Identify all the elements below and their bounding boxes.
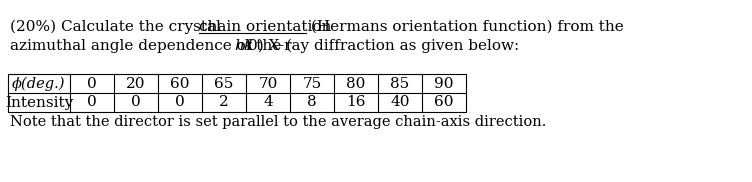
Text: hk: hk: [234, 39, 253, 53]
Text: 2: 2: [219, 96, 229, 110]
Text: 0: 0: [87, 76, 97, 90]
Text: 8: 8: [307, 96, 317, 110]
Text: 20: 20: [126, 76, 146, 90]
Text: 0: 0: [175, 96, 185, 110]
Text: 16: 16: [346, 96, 365, 110]
Text: (20%) Calculate the crystal: (20%) Calculate the crystal: [10, 20, 226, 34]
Text: 0: 0: [131, 96, 141, 110]
Text: 80: 80: [347, 76, 365, 90]
Text: 75: 75: [302, 76, 322, 90]
Text: 0: 0: [87, 96, 97, 110]
Text: Intensity: Intensity: [5, 96, 73, 110]
Text: (Hermans orientation function) from the: (Hermans orientation function) from the: [306, 20, 623, 34]
Text: 4: 4: [263, 96, 273, 110]
Bar: [8, 74, 466, 112]
Text: chain orientation: chain orientation: [199, 20, 332, 34]
Text: azimuthal angle dependence of the (: azimuthal angle dependence of the (: [10, 39, 292, 53]
Text: 70: 70: [259, 76, 277, 90]
Text: ϕ(deg.): ϕ(deg.): [12, 76, 65, 91]
Text: 60: 60: [170, 76, 190, 90]
Text: 60: 60: [434, 96, 453, 110]
Text: Note that the director is set parallel to the average chain-axis direction.: Note that the director is set parallel t…: [10, 115, 547, 129]
Text: 40: 40: [390, 96, 410, 110]
Text: 65: 65: [214, 76, 234, 90]
Text: 85: 85: [390, 76, 410, 90]
Text: 90: 90: [434, 76, 453, 90]
Text: 0) X-ray diffraction as given below:: 0) X-ray diffraction as given below:: [248, 39, 519, 53]
